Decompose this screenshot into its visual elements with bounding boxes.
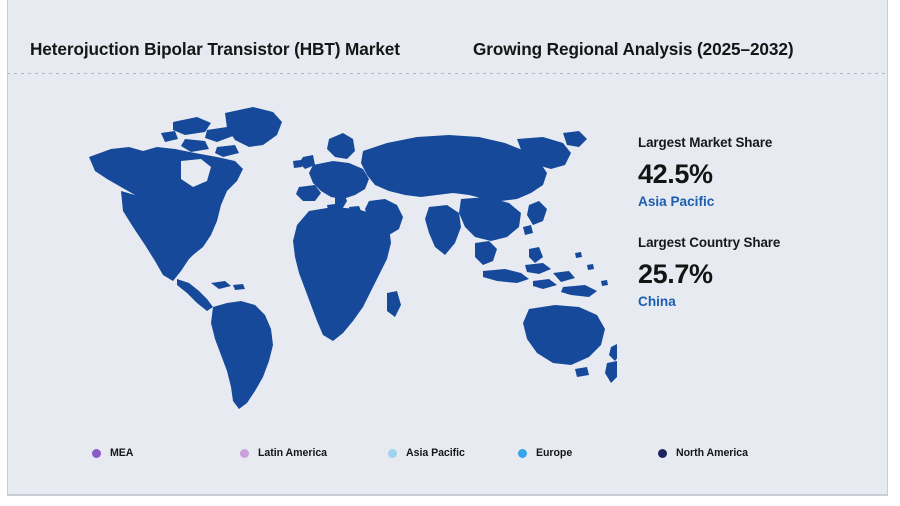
legend-item-north-america[interactable]: North America — [658, 447, 748, 459]
stat-region: China — [638, 294, 676, 309]
map-landmasses — [89, 107, 617, 409]
title-band: Heterojuction Bipolar Transistor (HBT) M… — [7, 0, 888, 74]
title-divider — [7, 73, 888, 74]
legend-dot-icon — [518, 448, 527, 458]
map-legend: MEA Latin America Asia Pacific Europe No… — [92, 445, 792, 469]
stats-panel: Largest Market Share 42.5% Asia Pacific … — [638, 135, 888, 335]
stat-label: Largest Market Share — [638, 135, 773, 150]
stat-label: Largest Country Share — [638, 235, 781, 250]
panel-left-edge — [7, 0, 8, 496]
legend-dot-icon — [388, 448, 397, 458]
stat-block-market-share: Largest Market Share 42.5% Asia Pacific — [638, 135, 888, 209]
legend-item-europe[interactable]: Europe — [518, 447, 572, 459]
legend-dot-icon — [240, 448, 249, 458]
legend-item-label: MEA — [110, 447, 134, 459]
page-title-primary: Heterojuction Bipolar Transistor (HBT) M… — [30, 39, 400, 59]
legend-item-asia-pacific[interactable]: Asia Pacific — [388, 447, 465, 459]
stat-region: Asia Pacific — [638, 194, 715, 209]
stat-value: 25.7% — [638, 259, 713, 289]
stat-value: 42.5% — [638, 159, 713, 189]
legend-item-mea[interactable]: MEA — [92, 447, 133, 459]
legend-item-label: Asia Pacific — [406, 447, 465, 459]
legend-item-label: North America — [676, 447, 748, 459]
legend-dot-icon — [92, 448, 101, 458]
legend-item-latin-america[interactable]: Latin America — [240, 447, 327, 459]
page-title-secondary: Growing Regional Analysis (2025–2032) — [473, 39, 794, 59]
stat-block-country-share: Largest Country Share 25.7% China — [638, 235, 888, 309]
legend-item-label: Latin America — [258, 447, 328, 459]
legend-item-label: Europe — [536, 447, 573, 459]
legend-dot-icon — [658, 448, 667, 458]
infographic-panel: Heterojuction Bipolar Transistor (HBT) M… — [7, 0, 888, 496]
world-map — [77, 95, 617, 415]
